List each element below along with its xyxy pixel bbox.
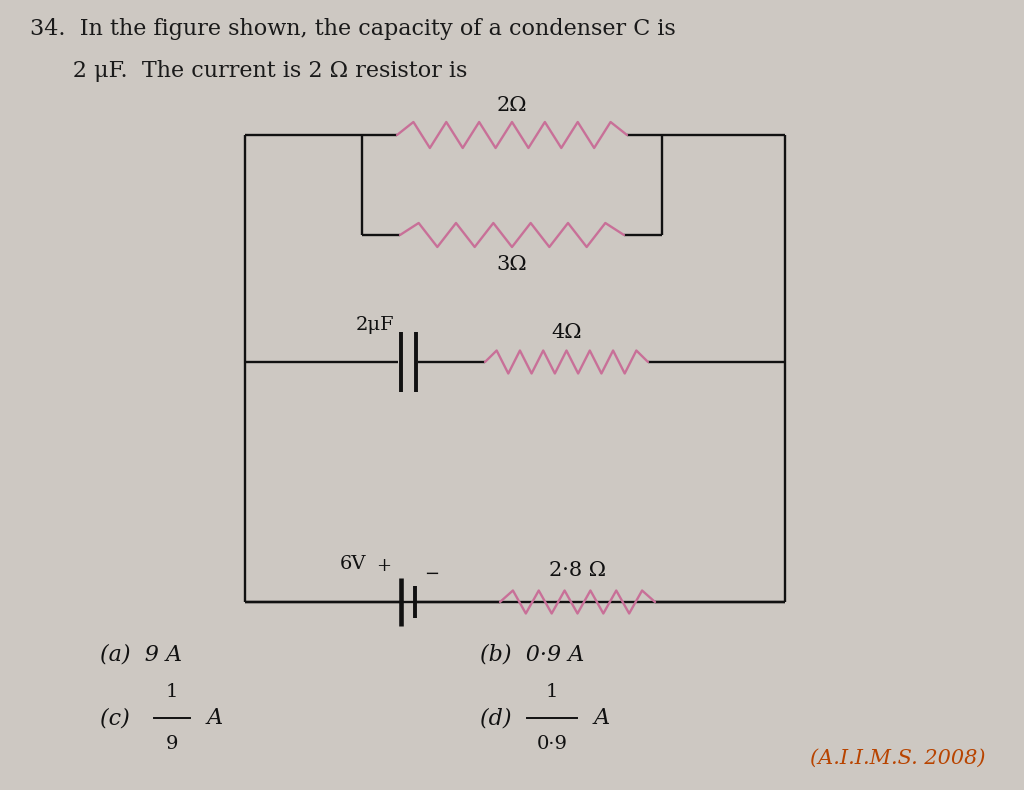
Text: (a)  9 A: (a) 9 A (100, 644, 182, 666)
Text: −: − (424, 565, 439, 583)
Text: A: A (587, 707, 610, 729)
Text: (A.I.I.M.S. 2008): (A.I.I.M.S. 2008) (810, 749, 985, 768)
Text: 1: 1 (546, 683, 558, 701)
Text: (c): (c) (100, 707, 144, 729)
Text: (d): (d) (480, 707, 525, 729)
Text: 4Ω: 4Ω (551, 323, 582, 342)
Text: +: + (377, 557, 391, 575)
Text: 2Ω: 2Ω (497, 96, 527, 115)
Text: 3Ω: 3Ω (497, 255, 527, 274)
Text: A: A (200, 707, 223, 729)
Text: 2μF: 2μF (356, 316, 394, 334)
Text: 34.  In the figure shown, the capacity of a condenser C is: 34. In the figure shown, the capacity of… (30, 18, 676, 40)
Text: 1: 1 (166, 683, 178, 701)
Text: (b)  0·9 A: (b) 0·9 A (480, 644, 585, 666)
Text: 2 μF.  The current is 2 Ω resistor is: 2 μF. The current is 2 Ω resistor is (30, 60, 467, 82)
Text: 6V: 6V (340, 555, 367, 573)
Text: 9: 9 (166, 735, 178, 753)
Text: 2·8 Ω: 2·8 Ω (549, 561, 606, 580)
Text: 0·9: 0·9 (537, 735, 567, 753)
